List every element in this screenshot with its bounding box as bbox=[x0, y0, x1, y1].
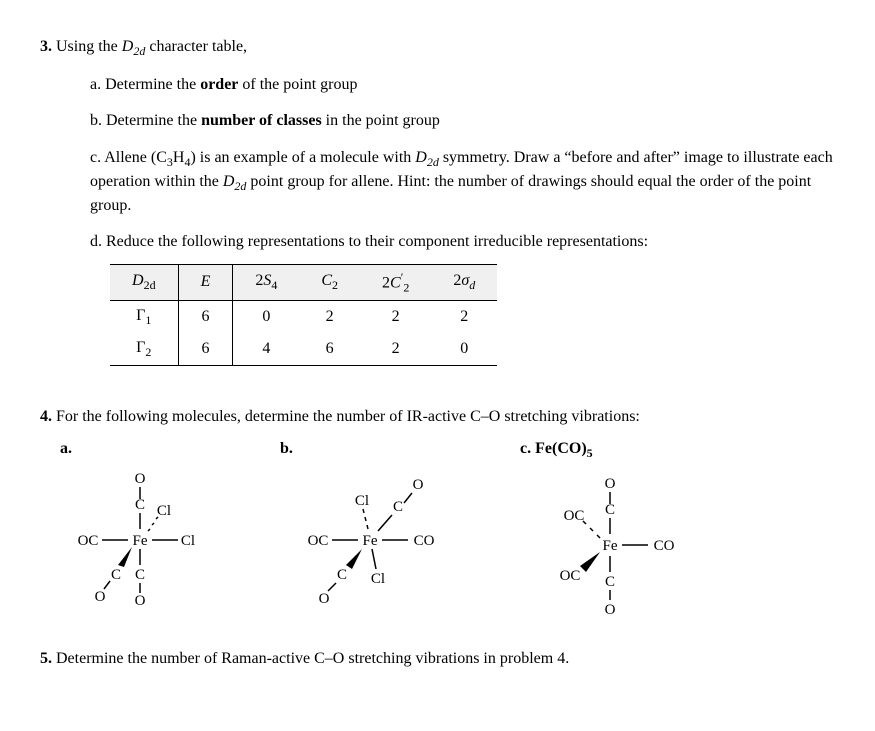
mol-c-label: c. Fe(CO)5 bbox=[520, 438, 700, 462]
svg-text:C: C bbox=[393, 499, 403, 515]
question-3: 3. Using the D2d character table, bbox=[40, 36, 835, 60]
svg-text:OC: OC bbox=[78, 533, 99, 549]
molecule-a-svg: Fe Cl Cl OC C O bbox=[60, 467, 220, 607]
q3-part-d: d. Reduce the following representations … bbox=[90, 231, 835, 253]
q3b-after: in the point group bbox=[322, 112, 440, 129]
svg-text:O: O bbox=[413, 477, 424, 493]
svg-text:OC: OC bbox=[560, 568, 581, 584]
table-row: Γ1 6 0 2 2 2 bbox=[110, 300, 497, 332]
q5-text: Determine the number of Raman-active C–O… bbox=[56, 650, 569, 667]
svg-text:C: C bbox=[337, 567, 347, 583]
q3c-label: c. bbox=[90, 149, 101, 166]
svg-text:C: C bbox=[135, 497, 145, 513]
table-row: Γ2 6 4 6 2 0 bbox=[110, 333, 497, 365]
mol-b-label: b. bbox=[280, 438, 460, 460]
svg-text:O: O bbox=[135, 593, 146, 607]
q3-part-c: c. Allene (C3H4) is an example of a mole… bbox=[90, 147, 835, 217]
q3d-text: Reduce the following representations to … bbox=[106, 233, 648, 250]
svg-text:O: O bbox=[605, 476, 616, 492]
svg-text:Fe: Fe bbox=[133, 533, 148, 549]
svg-text:C: C bbox=[135, 567, 145, 583]
svg-text:O: O bbox=[135, 471, 146, 487]
svg-text:C: C bbox=[605, 502, 615, 518]
q3-part-a: a. Determine the order of the point grou… bbox=[90, 74, 835, 96]
q3d-label: d. bbox=[90, 233, 102, 250]
q3-intro-suffix: character table, bbox=[145, 38, 247, 55]
q5-number: 5. bbox=[40, 650, 52, 667]
character-table: D2d E 2S4 C2 2C′2 2σd Γ1 6 0 2 2 2 Γ2 6 … bbox=[110, 264, 497, 366]
th-C2: C2 bbox=[299, 264, 360, 300]
molecules-row: a. Fe Cl Cl OC C bbox=[60, 438, 835, 618]
molecule-b: b. Fe Cl Cl OC CO bbox=[280, 438, 460, 618]
q3-group-sym: D bbox=[122, 38, 134, 55]
svg-text:Cl: Cl bbox=[355, 493, 369, 509]
q3-part-b: b. Determine the number of classes in th… bbox=[90, 110, 835, 132]
svg-text:CO: CO bbox=[414, 533, 435, 549]
svg-text:OC: OC bbox=[308, 533, 329, 549]
svg-text:C: C bbox=[111, 567, 121, 583]
q3-intro-prefix: Using the bbox=[56, 38, 122, 55]
q3b-bold: number of classes bbox=[201, 112, 322, 129]
mol-a-label: a. bbox=[60, 438, 220, 460]
molecule-c-svg: Fe C O C O CO OC bbox=[520, 468, 700, 618]
svg-text:CO: CO bbox=[654, 538, 675, 554]
svg-text:Cl: Cl bbox=[371, 571, 385, 587]
q3-number: 3. bbox=[40, 38, 52, 55]
svg-text:Fe: Fe bbox=[363, 533, 378, 549]
q3b-label: b. bbox=[90, 112, 102, 129]
question-5: 5. Determine the number of Raman-active … bbox=[40, 648, 835, 670]
q3a-bold: order bbox=[200, 76, 238, 93]
q3a-before: Determine the bbox=[105, 76, 200, 93]
q4-text: For the following molecules, determine t… bbox=[56, 408, 640, 425]
q3a-after: of the point group bbox=[238, 76, 357, 93]
svg-text:C: C bbox=[605, 574, 615, 590]
svg-text:O: O bbox=[319, 591, 330, 607]
svg-text:Cl: Cl bbox=[157, 503, 171, 519]
q3-group-sub: 2d bbox=[133, 44, 145, 58]
molecule-b-svg: Fe Cl Cl OC CO C bbox=[280, 467, 460, 607]
q3b-before: Determine the bbox=[106, 112, 201, 129]
molecule-a: a. Fe Cl Cl OC C bbox=[60, 438, 220, 618]
svg-text:O: O bbox=[95, 589, 106, 605]
th-2sigmad: 2σd bbox=[431, 264, 497, 300]
q3a-label: a. bbox=[90, 76, 101, 93]
th-group: D2d bbox=[110, 264, 178, 300]
q4-number: 4. bbox=[40, 408, 52, 425]
svg-text:OC: OC bbox=[564, 508, 585, 524]
svg-text:Fe: Fe bbox=[603, 538, 618, 554]
question-4: 4. For the following molecules, determin… bbox=[40, 406, 835, 428]
molecule-c: c. Fe(CO)5 Fe C O C O CO bbox=[520, 438, 700, 618]
th-2S4: 2S4 bbox=[233, 264, 300, 300]
th-E: E bbox=[178, 264, 233, 300]
svg-text:O: O bbox=[605, 602, 616, 618]
svg-text:Cl: Cl bbox=[181, 533, 195, 549]
th-2C2p: 2C′2 bbox=[360, 264, 431, 300]
